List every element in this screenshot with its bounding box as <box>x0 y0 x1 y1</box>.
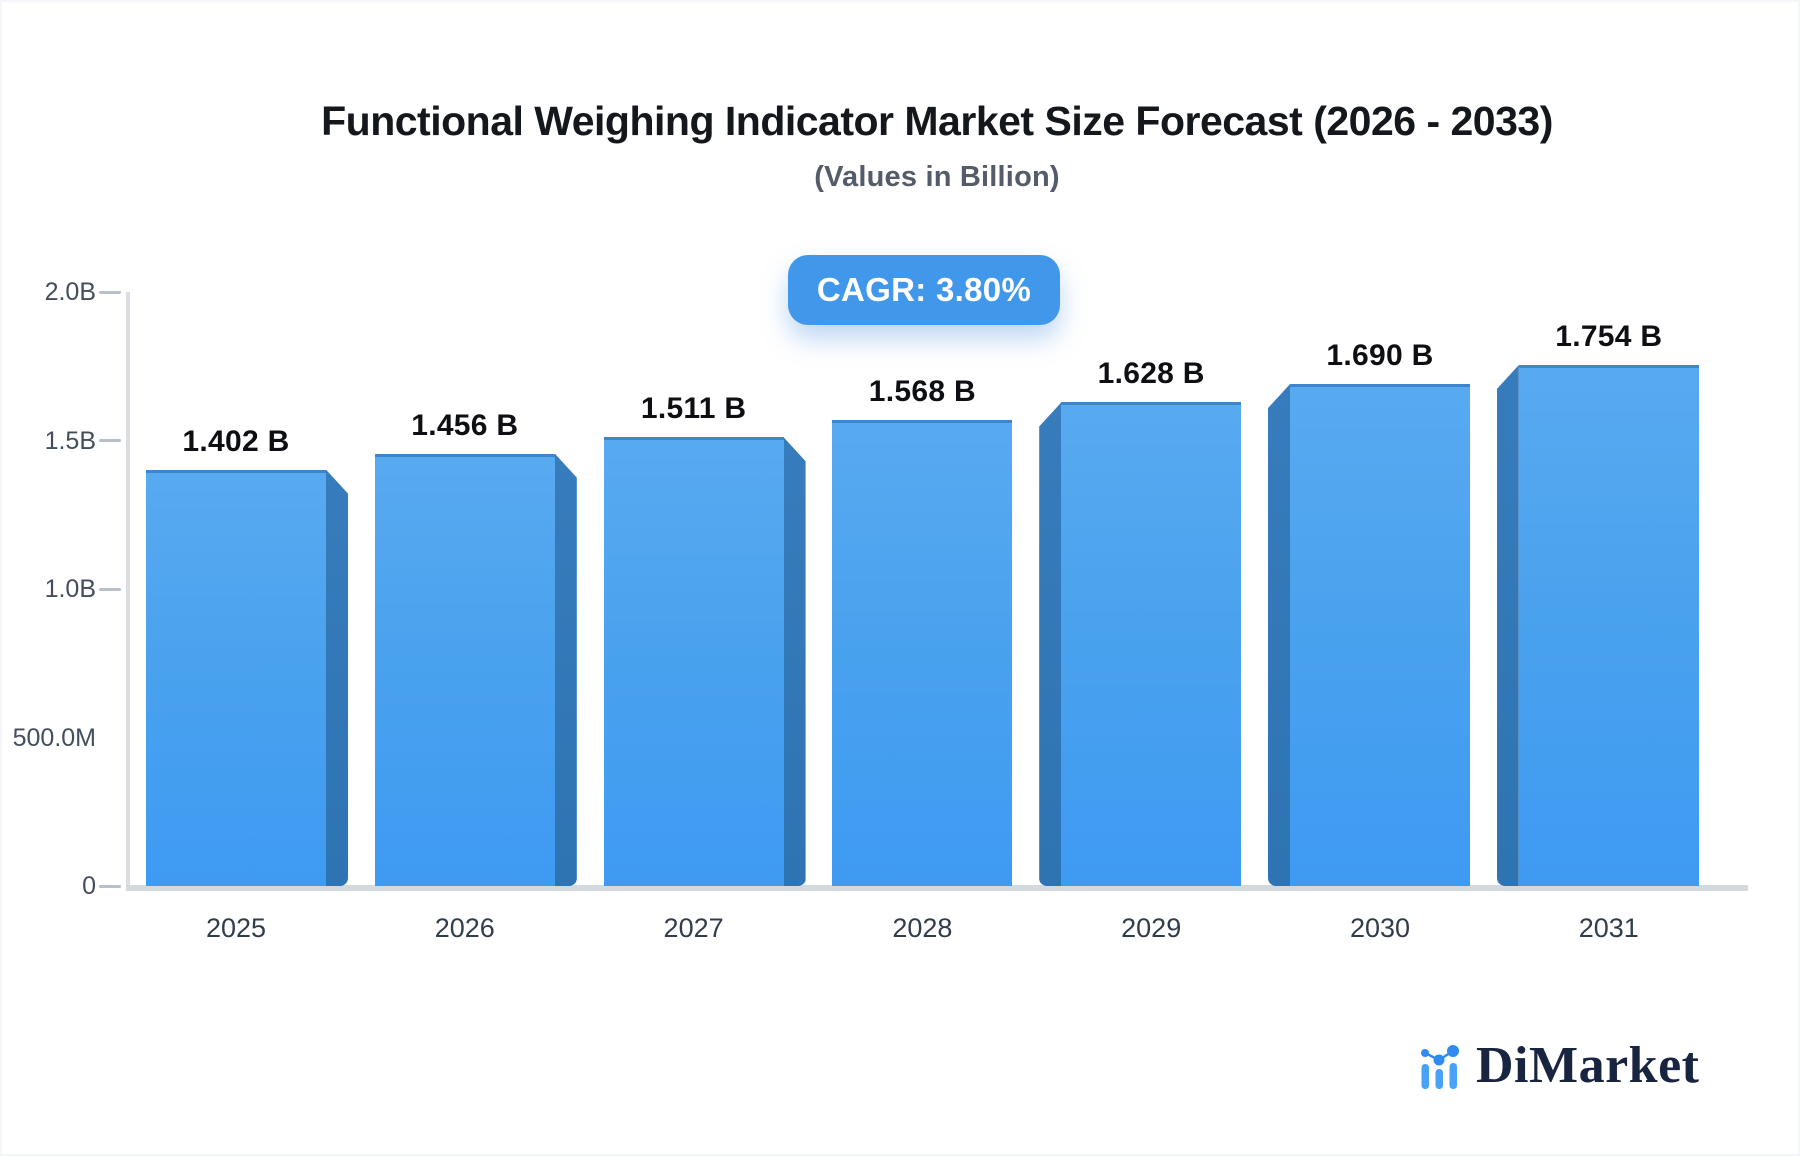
x-axis-label: 2025 <box>205 913 267 943</box>
bar-value-label: 1.754 B <box>1555 320 1663 354</box>
y-axis-tick-label: 1.5B <box>44 426 96 455</box>
bar-2027[interactable] <box>603 437 784 886</box>
bar-value-label: 1.511 B <box>640 392 747 426</box>
bar-2025[interactable] <box>146 469 326 886</box>
x-axis-label: 2031 <box>1578 913 1639 943</box>
bar-value-label: 1.568 B <box>868 375 976 409</box>
y-axis-tick-dash <box>99 884 121 888</box>
bar-3d-side-face[interactable] <box>326 469 348 886</box>
y-axis-tick-dash <box>99 587 121 591</box>
y-axis-tick-label: 2.0B <box>44 278 96 306</box>
dimarket-logo-text: DiMarket <box>1476 1037 1700 1094</box>
bar-2026[interactable] <box>374 453 555 886</box>
cagr-badge-label: CAGR: 3.80% <box>816 271 1032 308</box>
bar-value-label: 1.690 B <box>1326 339 1434 373</box>
bar-2030[interactable] <box>1290 384 1470 886</box>
dimarket-logo[interactable]: DiMarket <box>1416 1040 1699 1092</box>
bar-3d-side-face[interactable] <box>1268 384 1290 886</box>
bar-3d-side-face[interactable] <box>554 453 577 886</box>
y-axis-tick-label: 500.0M <box>12 723 96 752</box>
chart-header: Functional Weighing Indicator Market Siz… <box>128 0 1746 194</box>
x-axis-label: 2028 <box>892 913 953 943</box>
bar-2028[interactable] <box>832 420 1013 886</box>
x-axis-label: 2026 <box>434 913 495 943</box>
mini-bar-chart-logo-icon <box>1421 1045 1459 1089</box>
x-axis-label: 2030 <box>1349 913 1411 943</box>
y-axis-tick-label: 0 <box>82 872 96 900</box>
bar-value-label: 1.628 B <box>1097 357 1205 391</box>
y-axis-tick-dash <box>99 290 121 294</box>
x-axis-label: 2027 <box>663 913 724 943</box>
x-axis-baseline <box>126 885 1748 891</box>
bar-3d-side-face[interactable] <box>783 437 806 886</box>
cagr-badge: CAGR: 3.80% <box>788 255 1060 325</box>
y-axis-line <box>126 292 130 889</box>
bar-2031[interactable] <box>1518 365 1699 886</box>
bar-value-label: 1.456 B <box>411 408 519 442</box>
bar-value-label: 1.402 B <box>182 424 290 458</box>
chart-subtitle: (Values in Billion) <box>814 161 1060 194</box>
y-axis-tick-dash <box>99 439 121 442</box>
bar-2029[interactable] <box>1061 402 1242 886</box>
chart-title: Functional Weighing Indicator Market Siz… <box>321 98 1553 144</box>
y-axis-tick-label: 1.0B <box>44 575 96 603</box>
bar-3d-side-face[interactable] <box>1496 365 1519 886</box>
bar-3d-side-face[interactable] <box>1039 402 1062 886</box>
x-axis-label: 2029 <box>1121 913 1182 943</box>
